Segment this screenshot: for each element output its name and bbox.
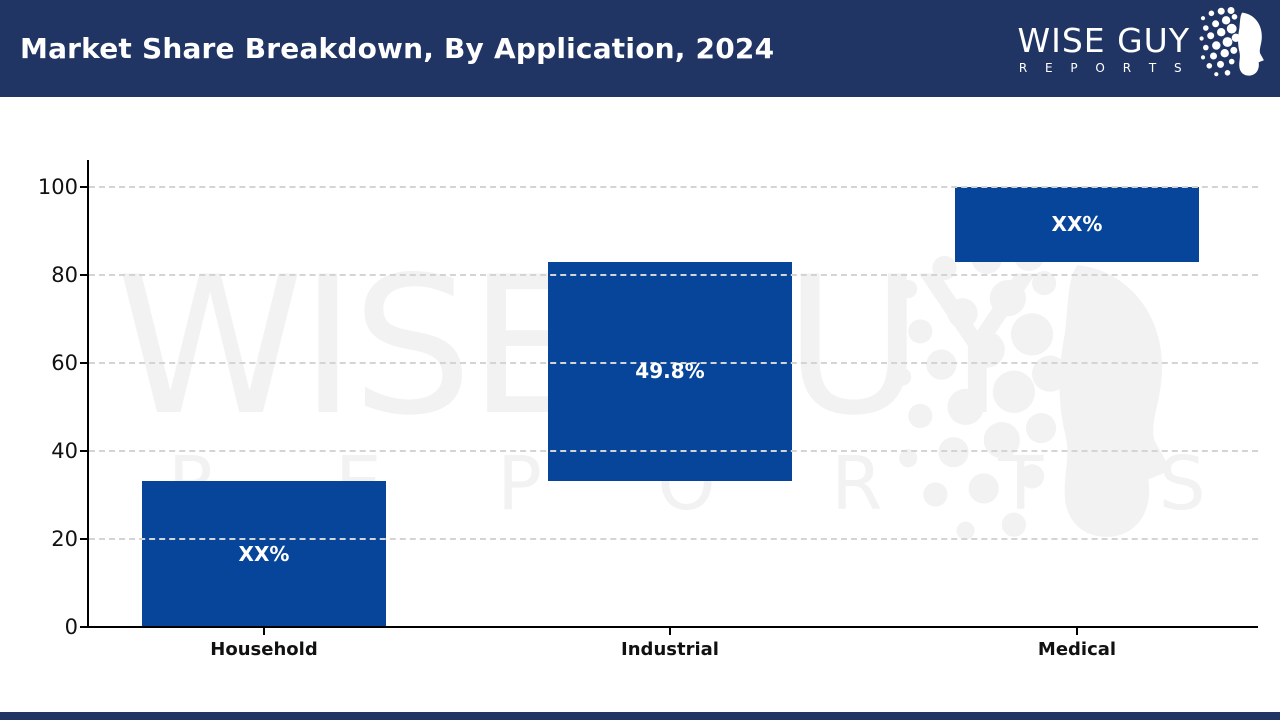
bar-value-label: XX% bbox=[238, 541, 290, 566]
footer-bar bbox=[0, 712, 1280, 720]
y-tick-mark bbox=[80, 186, 87, 188]
y-tick-label: 80 bbox=[51, 263, 78, 287]
brand-wordmark-block: WISE GUY R E P O R T S bbox=[1017, 21, 1190, 76]
y-tick-mark bbox=[80, 450, 87, 452]
y-grid-line bbox=[89, 362, 1258, 364]
y-tick-mark bbox=[80, 274, 87, 276]
bar-value-label: 49.8% bbox=[635, 359, 705, 384]
x-tick-mark bbox=[669, 628, 671, 635]
y-tick-label: 100 bbox=[37, 175, 78, 199]
y-axis-line bbox=[87, 160, 89, 628]
brand-logo: WISE GUY R E P O R T S bbox=[1017, 4, 1270, 94]
y-grid-line bbox=[89, 274, 1258, 276]
page-title: Market Share Breakdown, By Application, … bbox=[20, 32, 775, 65]
header-bar: Market Share Breakdown, By Application, … bbox=[0, 0, 1280, 97]
x-axis-line bbox=[87, 626, 1258, 628]
bar-household bbox=[142, 480, 386, 627]
bar-industrial bbox=[548, 261, 792, 481]
y-grid-line bbox=[89, 538, 1258, 540]
y-tick-label: 0 bbox=[64, 615, 78, 639]
brand-subtitle: R E P O R T S bbox=[1018, 61, 1189, 75]
x-tick-mark bbox=[263, 628, 265, 635]
y-tick-label: 40 bbox=[51, 439, 78, 463]
y-tick-mark bbox=[80, 362, 87, 364]
x-axis-label-household: Household bbox=[210, 639, 318, 660]
y-tick-mark bbox=[80, 626, 87, 628]
x-axis-label-medical: Medical bbox=[1037, 639, 1117, 660]
watermark-face-icon bbox=[893, 240, 1171, 540]
x-tick-mark bbox=[1076, 628, 1078, 635]
y-tick-label: 20 bbox=[51, 527, 78, 551]
x-axis-label-industrial: Industrial bbox=[621, 639, 719, 660]
y-tick-mark bbox=[80, 538, 87, 540]
y-grid-line bbox=[89, 450, 1258, 452]
wise-guy-face-icon bbox=[1199, 7, 1264, 77]
y-tick-label: 60 bbox=[51, 351, 78, 375]
y-grid-line bbox=[89, 186, 1258, 188]
brand-wordmark: WISE GUY bbox=[1017, 21, 1190, 60]
bar-value-label: XX% bbox=[1051, 212, 1103, 237]
bar-medical bbox=[955, 187, 1199, 262]
